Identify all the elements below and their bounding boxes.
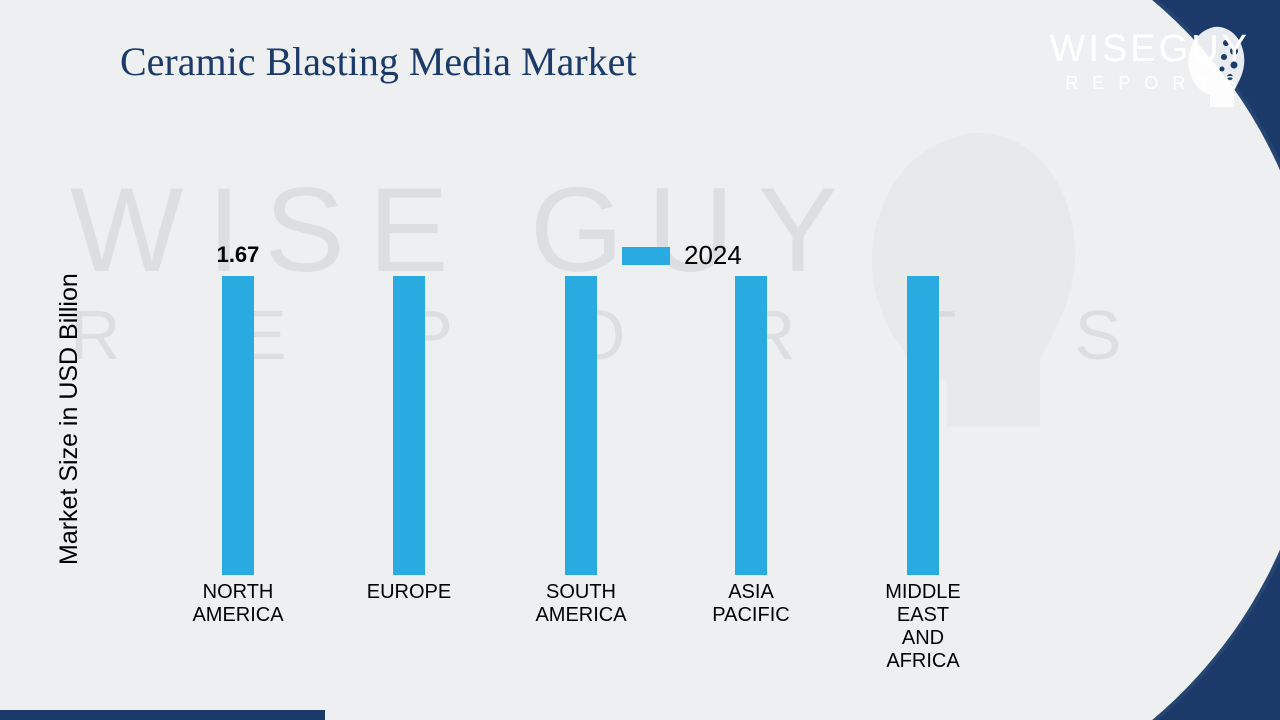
category-label: SOUTHAMERICA — [501, 581, 661, 627]
chart-title: Ceramic Blasting Media Market — [120, 38, 637, 85]
bar — [222, 276, 254, 575]
bar — [735, 276, 767, 575]
plot-area: 1.67NORTHAMERICAEUROPESOUTHAMERICAASIAPA… — [135, 145, 950, 575]
bar-value-label: 1.67 — [178, 242, 298, 268]
bottom-accent-bar — [0, 710, 325, 720]
bar — [907, 276, 939, 575]
category-label: ASIAPACIFIC — [671, 581, 831, 627]
category-label: EUROPE — [329, 581, 489, 604]
category-label: MIDDLEEASTANDAFRICA — [843, 581, 1003, 673]
category-label: NORTHAMERICA — [158, 581, 318, 627]
chart-canvas: WISE GUY R E P O R T S Ceramic Blasting … — [0, 0, 1280, 720]
bar — [393, 276, 425, 575]
brand-logo: WISEGUY REPORTS — [1050, 28, 1250, 94]
y-axis-label: Market Size in USD Billion — [55, 273, 84, 565]
bar — [565, 276, 597, 575]
chart-area: Market Size in USD Billion 1.67NORTHAMER… — [70, 145, 950, 625]
brand-line1: WISEGUY — [1050, 28, 1250, 71]
brand-line2: REPORTS — [1050, 73, 1250, 94]
